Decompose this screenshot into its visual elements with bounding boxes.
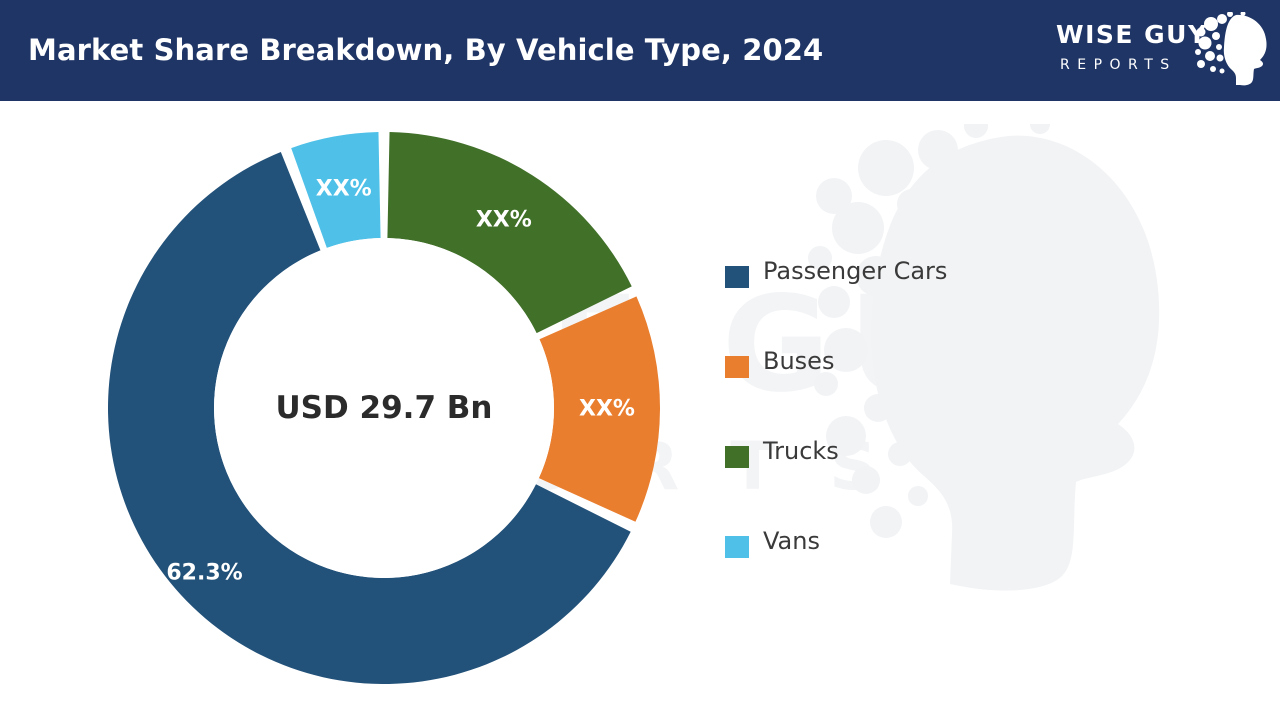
logo-primary-text: WISE GUY — [1056, 20, 1208, 49]
donut-svg — [108, 132, 661, 684]
donut-slice-label: XX% — [475, 207, 532, 233]
legend-swatch-icon — [725, 536, 749, 558]
legend-swatch-icon — [725, 266, 749, 288]
donut-slice-label: XX% — [579, 396, 635, 422]
donut-center-label: USD 29.7 Bn — [275, 390, 493, 426]
logo-secondary-text: REPORTS — [1060, 57, 1177, 73]
donut-slice[interactable] — [291, 132, 381, 248]
legend-label: Trucks — [763, 437, 839, 465]
donut-chart: USD 29.7 Bn XX% XX% 62.3% XX% — [104, 128, 664, 688]
donut-slice[interactable] — [387, 132, 632, 334]
header-bar: Market Share Breakdown, By Vehicle Type,… — [0, 0, 1280, 101]
page-title: Market Share Breakdown, By Vehicle Type,… — [28, 33, 824, 67]
legend-label: Passenger Cars — [763, 257, 948, 285]
donut-slice[interactable] — [108, 152, 631, 684]
legend-swatch-icon — [725, 356, 749, 378]
donut-slice[interactable] — [538, 296, 661, 522]
donut-slice-label: XX% — [315, 176, 372, 202]
legend-label: Vans — [763, 527, 820, 555]
chart-canvas: WISE GUY REPORTS — [0, 104, 1280, 720]
donut-hole — [214, 238, 554, 578]
header-divider — [0, 101, 1280, 104]
legend-item[interactable]: Vans — [725, 524, 1025, 614]
legend-label: Buses — [763, 347, 835, 375]
brand-logo: WISE GUY REPORTS — [1054, 8, 1272, 92]
legend-item[interactable]: Buses — [725, 344, 1025, 434]
legend-item[interactable]: Passenger Cars — [725, 254, 1025, 344]
wiseguy-head-icon — [1195, 12, 1267, 86]
legend-item[interactable]: Trucks — [725, 434, 1025, 524]
chart-legend: Passenger Cars Buses Trucks Vans — [725, 254, 1025, 614]
legend-swatch-icon — [725, 446, 749, 468]
donut-slice-label: 62.3% — [166, 560, 243, 586]
